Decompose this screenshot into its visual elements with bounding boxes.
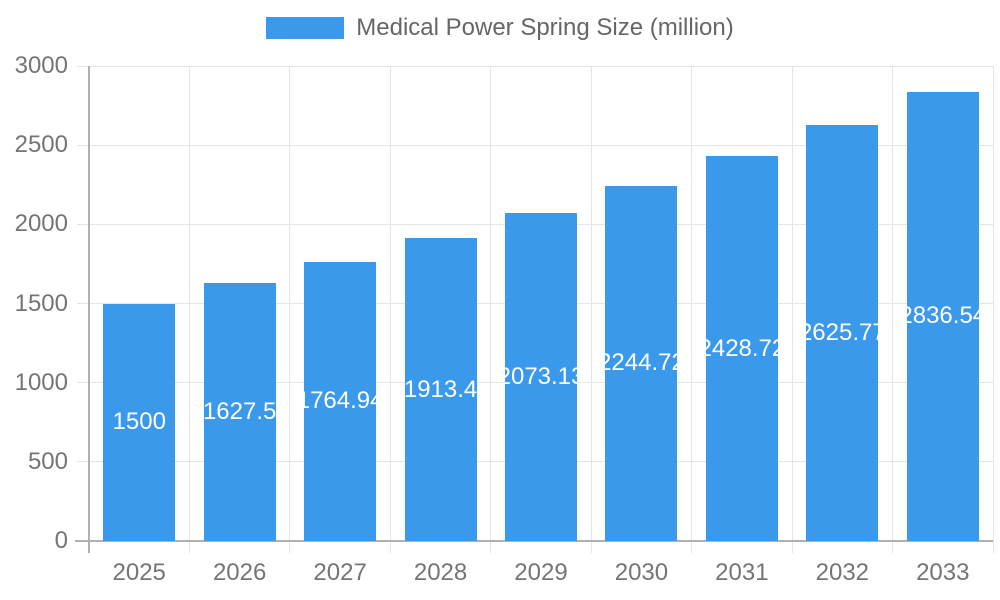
x-tick-label: 2028 — [413, 559, 468, 586]
y-tick-label: 1000 — [14, 368, 68, 396]
y-tick-label: 500 — [27, 447, 68, 475]
x-tick-label: 2031 — [715, 559, 769, 586]
y-tick-label: 2000 — [14, 210, 68, 238]
bar[interactable]: 2625.77 — [806, 125, 879, 541]
y-tick-label: 3000 — [14, 52, 68, 79]
y-tick-label: 2500 — [14, 131, 68, 159]
x-gridline — [892, 66, 894, 541]
x-axis-tick — [289, 541, 291, 553]
x-axis-tick — [490, 541, 492, 553]
x-axis-tick — [389, 541, 391, 553]
x-tick-label: 2026 — [212, 559, 267, 586]
bar[interactable]: 1764.94 — [304, 261, 377, 541]
x-tick-label: 2025 — [112, 559, 166, 586]
y-tick-label: 0 — [54, 527, 68, 554]
x-gridline — [188, 66, 190, 541]
x-tick-label: 2032 — [815, 559, 870, 586]
bar-value-label: 1627.5 — [203, 398, 276, 426]
bar[interactable]: 2244.72 — [605, 185, 678, 541]
bar-value-label: 1764.94 — [304, 387, 376, 415]
y-axis-tick — [77, 303, 89, 304]
bar[interactable]: 1913.4 — [404, 238, 477, 541]
x-axis-tick — [691, 541, 693, 553]
legend-color-swatch — [266, 17, 345, 39]
bar-value-label: 1913.4 — [404, 375, 477, 403]
x-tick-label: 2030 — [614, 559, 669, 586]
y-axis-tick — [77, 65, 89, 67]
bar-value-label: 2625.77 — [806, 319, 878, 347]
bar[interactable]: 1627.5 — [203, 283, 276, 541]
legend-label: Medical Power Spring Size (million) — [356, 14, 734, 41]
x-gridline — [289, 66, 291, 541]
x-tick-label: 2029 — [514, 559, 568, 586]
y-gridline — [89, 144, 993, 146]
x-axis-tick — [188, 541, 190, 553]
bar[interactable]: 1500 — [103, 303, 176, 541]
x-axis-tick — [892, 541, 894, 553]
y-axis-tick — [77, 382, 89, 384]
legend-item[interactable]: Medical Power Spring Size (million) — [266, 14, 734, 42]
y-axis-line — [88, 66, 90, 553]
x-gridline — [389, 66, 391, 541]
bar-value-label: 1500 — [112, 408, 166, 436]
x-gridline — [691, 66, 693, 541]
x-gridline — [791, 66, 793, 541]
x-gridline — [590, 66, 592, 541]
bar[interactable]: 2073.13 — [505, 212, 577, 541]
x-axis-tick — [992, 541, 994, 553]
bar[interactable]: 2428.72 — [705, 156, 778, 541]
y-tick-label: 1500 — [14, 289, 68, 317]
y-axis-tick — [77, 461, 89, 463]
chart-legend: Medical Power Spring Size (million) — [0, 14, 1000, 42]
x-axis-tick — [791, 541, 793, 553]
y-gridline — [89, 65, 993, 67]
x-gridline — [992, 66, 994, 541]
bar-value-label: 2428.72 — [706, 334, 778, 362]
x-axis-tick — [590, 541, 592, 553]
x-axis-line — [75, 540, 993, 542]
bar-value-label: 2073.13 — [505, 362, 577, 390]
x-gridline — [490, 66, 492, 541]
y-axis-tick — [77, 144, 89, 146]
bar-value-label: 2244.72 — [605, 349, 677, 377]
y-axis-tick — [77, 223, 89, 225]
x-tick-label: 2027 — [313, 559, 367, 586]
x-tick-label: 2033 — [916, 559, 970, 586]
